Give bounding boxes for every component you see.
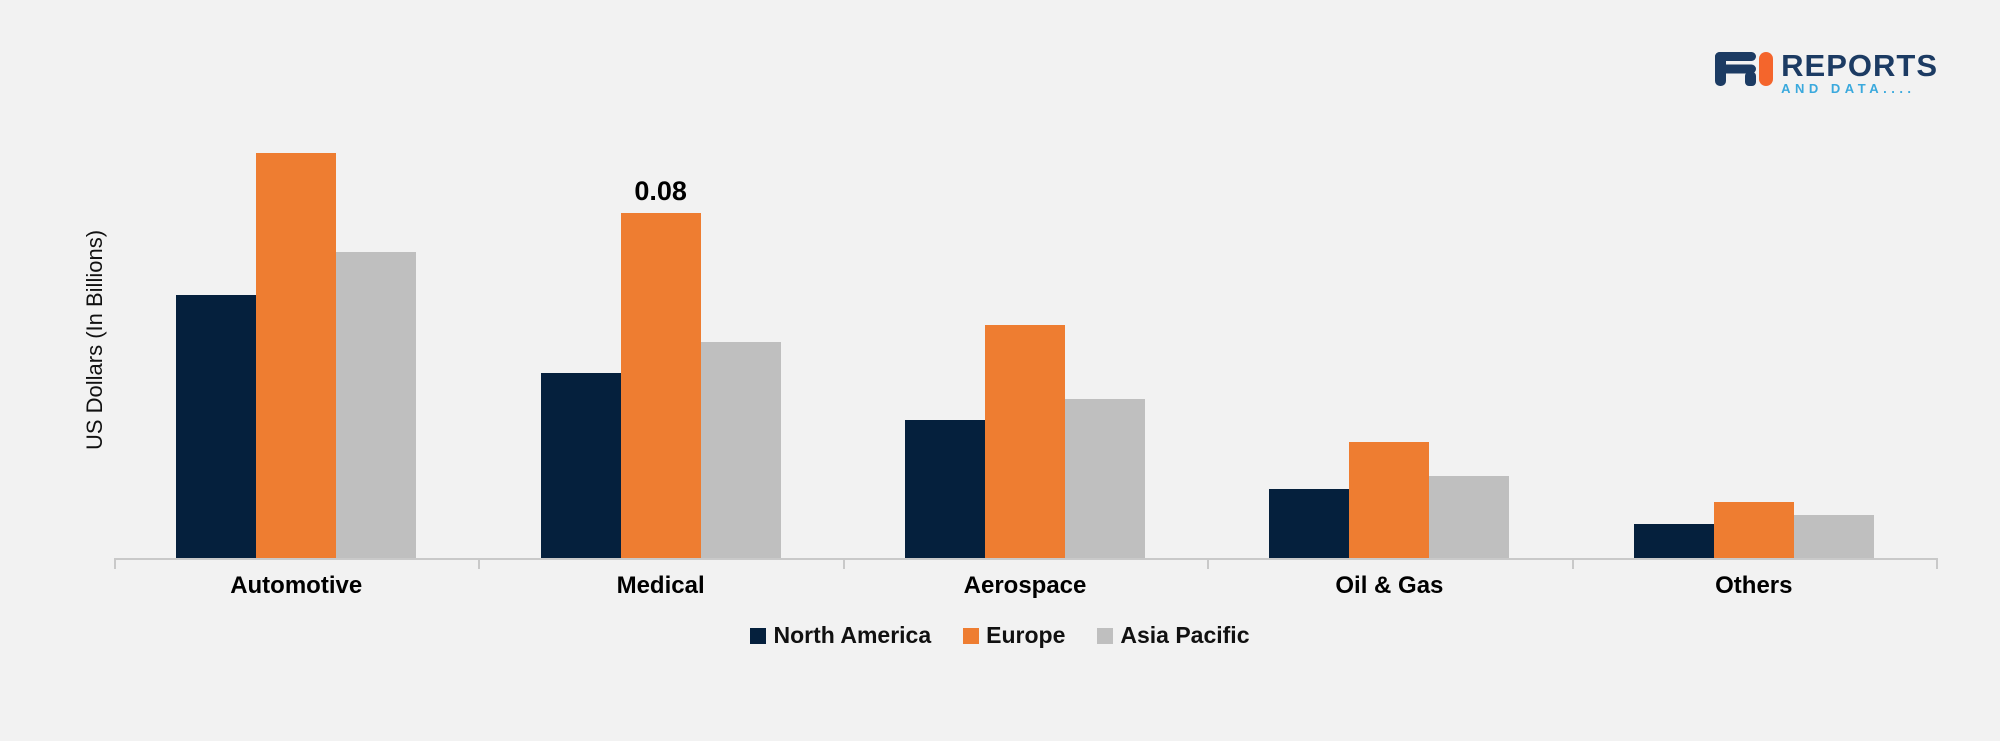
x-axis-tick (1571, 558, 1574, 569)
bar-europe-medical (620, 213, 701, 558)
y-axis-title: US Dollars (In Billions) (82, 229, 107, 451)
legend-item-asia-pacific: Asia Pacific (1097, 622, 1250, 649)
x-axis-tick (114, 558, 116, 569)
legend-item-europe: Europe (963, 622, 1065, 649)
legend-label: Europe (986, 622, 1066, 648)
logo-mark-icon (1715, 52, 1774, 86)
x-axis-tick (1207, 558, 1210, 569)
legend-item-north-america: North America (750, 622, 931, 649)
x-axis-tick (1936, 558, 1938, 569)
legend-swatch-icon (750, 627, 767, 644)
bar-north-america-oil-gas (1269, 489, 1350, 558)
bar-asia-pacific-medical (700, 342, 781, 558)
x-axis-label: Others (1715, 572, 1793, 599)
bar-europe-aerospace (985, 325, 1065, 558)
bar-north-america-automotive (176, 295, 257, 558)
x-axis-label: Aerospace (963, 572, 1087, 599)
x-axis-label: Automotive (230, 572, 363, 599)
bar-north-america-medical (540, 373, 621, 558)
legend-label: North America (773, 622, 932, 648)
legend-swatch-icon (963, 627, 980, 644)
logo-subtitle: AND DATA.... (1781, 81, 1916, 96)
legend: North America Europe Asia Pacific (0, 622, 2000, 649)
bar-europe-others (1713, 502, 1794, 558)
bar-north-america-aerospace (905, 420, 985, 558)
bar-europe-automotive (256, 153, 337, 558)
x-axis-tick (478, 558, 481, 569)
bar-north-america-others (1633, 524, 1714, 558)
bar-asia-pacific-aerospace (1065, 399, 1145, 558)
x-axis-label: Medical (616, 572, 705, 599)
logo-text: REPORTS AND DATA.... (1781, 48, 1938, 96)
bar-asia-pacific-others (1793, 515, 1874, 558)
legend-label: Asia Pacific (1120, 622, 1250, 648)
reports-and-data-logo: REPORTS AND DATA.... (1715, 48, 1938, 96)
x-axis-tick (842, 558, 845, 569)
bar-asia-pacific-automotive (336, 252, 417, 558)
x-axis-line (114, 558, 1936, 560)
bar-asia-pacific-oil-gas (1429, 476, 1510, 558)
bar-value-label: 0.08 (634, 176, 687, 206)
legend-swatch-icon (1097, 627, 1114, 644)
logo-title: REPORTS (1781, 48, 1938, 83)
x-axis-label: Oil & Gas (1335, 572, 1444, 599)
bar-europe-oil-gas (1349, 442, 1430, 558)
